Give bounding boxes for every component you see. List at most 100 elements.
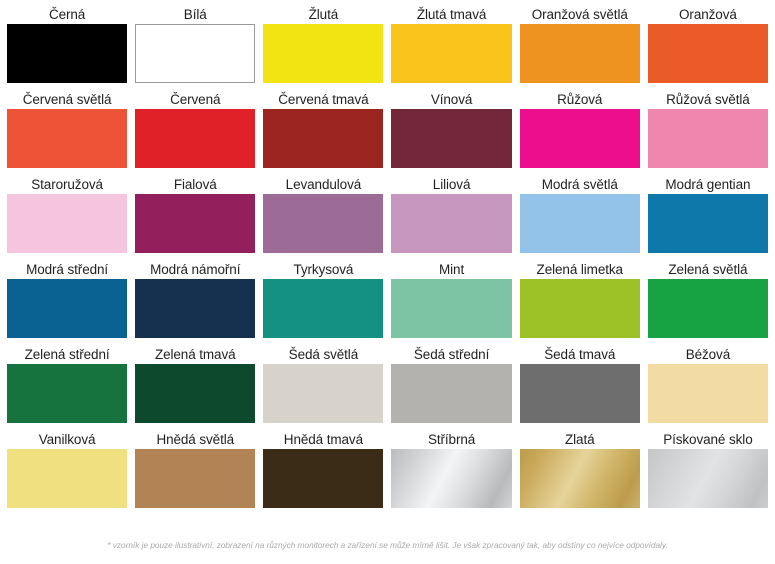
swatch-cell[interactable]: Vanilková — [7, 429, 128, 514]
swatch-label: Fialová — [173, 176, 217, 192]
swatch-cell[interactable]: Růžová světlá — [647, 89, 768, 174]
swatch-cell[interactable]: Zlatá — [519, 429, 640, 514]
swatch-chip[interactable] — [519, 449, 640, 508]
swatch-cell[interactable]: Hnědá tmavá — [263, 429, 384, 514]
swatch-label: Béžová — [685, 346, 731, 362]
swatch-label: Růžová — [557, 91, 603, 107]
swatch-label: Zelená tmavá — [154, 346, 236, 362]
swatch-cell[interactable]: Vínová — [391, 89, 512, 174]
swatch-label: Stříbrná — [427, 431, 476, 447]
swatch-chip[interactable] — [647, 279, 768, 338]
swatch-cell[interactable]: Šedá světlá — [263, 344, 384, 429]
swatch-chip[interactable] — [7, 194, 128, 253]
swatch-chip[interactable] — [263, 449, 384, 508]
swatch-label: Černá — [48, 6, 86, 22]
swatch-chip[interactable] — [263, 194, 384, 253]
swatch-chip[interactable] — [519, 279, 640, 338]
swatch-cell[interactable]: Zelená tmavá — [135, 344, 256, 429]
swatch-chip[interactable] — [263, 279, 384, 338]
swatch-cell[interactable]: Stříbrná — [391, 429, 512, 514]
swatch-cell[interactable]: Černá — [7, 4, 128, 89]
swatch-label: Zelená světlá — [668, 261, 748, 277]
swatch-chip[interactable] — [135, 449, 256, 508]
swatch-label: Červená — [170, 91, 221, 107]
swatch-chip[interactable] — [135, 279, 256, 338]
swatch-cell[interactable]: Fialová — [135, 174, 256, 259]
swatch-cell[interactable]: Zelená střední — [7, 344, 128, 429]
swatch-chip[interactable] — [7, 449, 128, 508]
swatch-cell[interactable]: Mint — [391, 259, 512, 344]
swatch-label: Žlutá — [308, 6, 339, 22]
swatch-label: Hnědá světlá — [156, 431, 235, 447]
swatch-chip[interactable] — [7, 364, 128, 423]
swatch-cell[interactable]: Staroružová — [7, 174, 128, 259]
swatch-chip[interactable] — [7, 24, 128, 83]
swatch-cell[interactable]: Pískované sklo — [647, 429, 768, 514]
swatch-label: Zelená střední — [24, 346, 110, 362]
swatch-cell[interactable]: Oranžová světlá — [519, 4, 640, 89]
swatch-label: Modrá gentian — [665, 176, 751, 192]
swatch-chip[interactable] — [391, 279, 512, 338]
swatch-label: Pískované sklo — [663, 431, 753, 447]
swatch-label: Vanilková — [38, 431, 96, 447]
swatch-label: Růžová světlá — [666, 91, 750, 107]
swatch-chip[interactable] — [7, 279, 128, 338]
swatch-chip[interactable] — [391, 109, 512, 168]
swatch-label: Liliová — [432, 176, 471, 192]
swatch-cell[interactable]: Modrá námořní — [135, 259, 256, 344]
swatch-chip[interactable] — [135, 194, 256, 253]
swatch-cell[interactable]: Bílá — [135, 4, 256, 89]
swatch-chip[interactable] — [519, 109, 640, 168]
swatch-chip[interactable] — [647, 109, 768, 168]
swatch-cell[interactable]: Hnědá světlá — [135, 429, 256, 514]
swatch-cell[interactable]: Červená tmavá — [263, 89, 384, 174]
swatch-cell[interactable]: Levandulová — [263, 174, 384, 259]
swatch-cell[interactable]: Modrá světlá — [519, 174, 640, 259]
swatch-chip[interactable] — [519, 24, 640, 83]
swatch-chip[interactable] — [647, 24, 768, 83]
swatch-cell[interactable]: Červená světlá — [7, 89, 128, 174]
swatch-chip[interactable] — [519, 364, 640, 423]
swatch-label: Šedá světlá — [288, 346, 359, 362]
swatch-chip[interactable] — [263, 109, 384, 168]
swatch-label: Zlatá — [564, 431, 595, 447]
swatch-cell[interactable]: Růžová — [519, 89, 640, 174]
swatch-label: Modrá námořní — [150, 261, 241, 277]
swatch-cell[interactable]: Modrá gentian — [647, 174, 768, 259]
swatch-cell[interactable]: Zelená limetka — [519, 259, 640, 344]
swatch-cell[interactable]: Žlutá — [263, 4, 384, 89]
swatch-chip[interactable] — [647, 449, 768, 508]
swatch-label: Šedá tmavá — [544, 346, 616, 362]
swatch-cell[interactable]: Šedá střední — [391, 344, 512, 429]
swatch-chip[interactable] — [7, 109, 128, 168]
swatch-chip[interactable] — [647, 194, 768, 253]
swatch-cell[interactable]: Liliová — [391, 174, 512, 259]
swatch-chip[interactable] — [391, 194, 512, 253]
swatch-chip[interactable] — [263, 24, 384, 83]
swatch-chip[interactable] — [519, 194, 640, 253]
swatch-cell[interactable]: Žlutá tmavá — [391, 4, 512, 89]
swatch-chip[interactable] — [263, 364, 384, 423]
swatch-cell[interactable]: Tyrkysová — [263, 259, 384, 344]
swatch-chip[interactable] — [391, 24, 512, 83]
swatch-chip[interactable] — [391, 449, 512, 508]
swatch-chip[interactable] — [135, 364, 256, 423]
swatch-label: Bílá — [183, 6, 207, 22]
swatch-chip[interactable] — [391, 364, 512, 423]
swatch-cell[interactable]: Modrá střední — [7, 259, 128, 344]
swatch-label: Mint — [439, 261, 465, 277]
swatch-label: Vínová — [430, 91, 473, 107]
color-swatch-grid: Černá Bílá Žlutá Žlutá tmavá Oranžová světlá… — [7, 4, 768, 514]
swatch-cell[interactable]: Béžová — [647, 344, 768, 429]
swatch-label: Oranžová světlá — [531, 6, 628, 22]
swatch-label: Červená tmavá — [278, 91, 369, 107]
swatch-label: Červená světlá — [22, 91, 112, 107]
swatch-cell[interactable]: Červená — [135, 89, 256, 174]
swatch-chip[interactable] — [647, 364, 768, 423]
swatch-cell[interactable]: Zelená světlá — [647, 259, 768, 344]
swatch-chip[interactable] — [135, 109, 256, 168]
swatch-cell[interactable]: Šedá tmavá — [519, 344, 640, 429]
swatch-label: Levandulová — [285, 176, 362, 192]
swatch-chip[interactable] — [135, 24, 256, 83]
swatch-cell[interactable]: Oranžová — [647, 4, 768, 89]
